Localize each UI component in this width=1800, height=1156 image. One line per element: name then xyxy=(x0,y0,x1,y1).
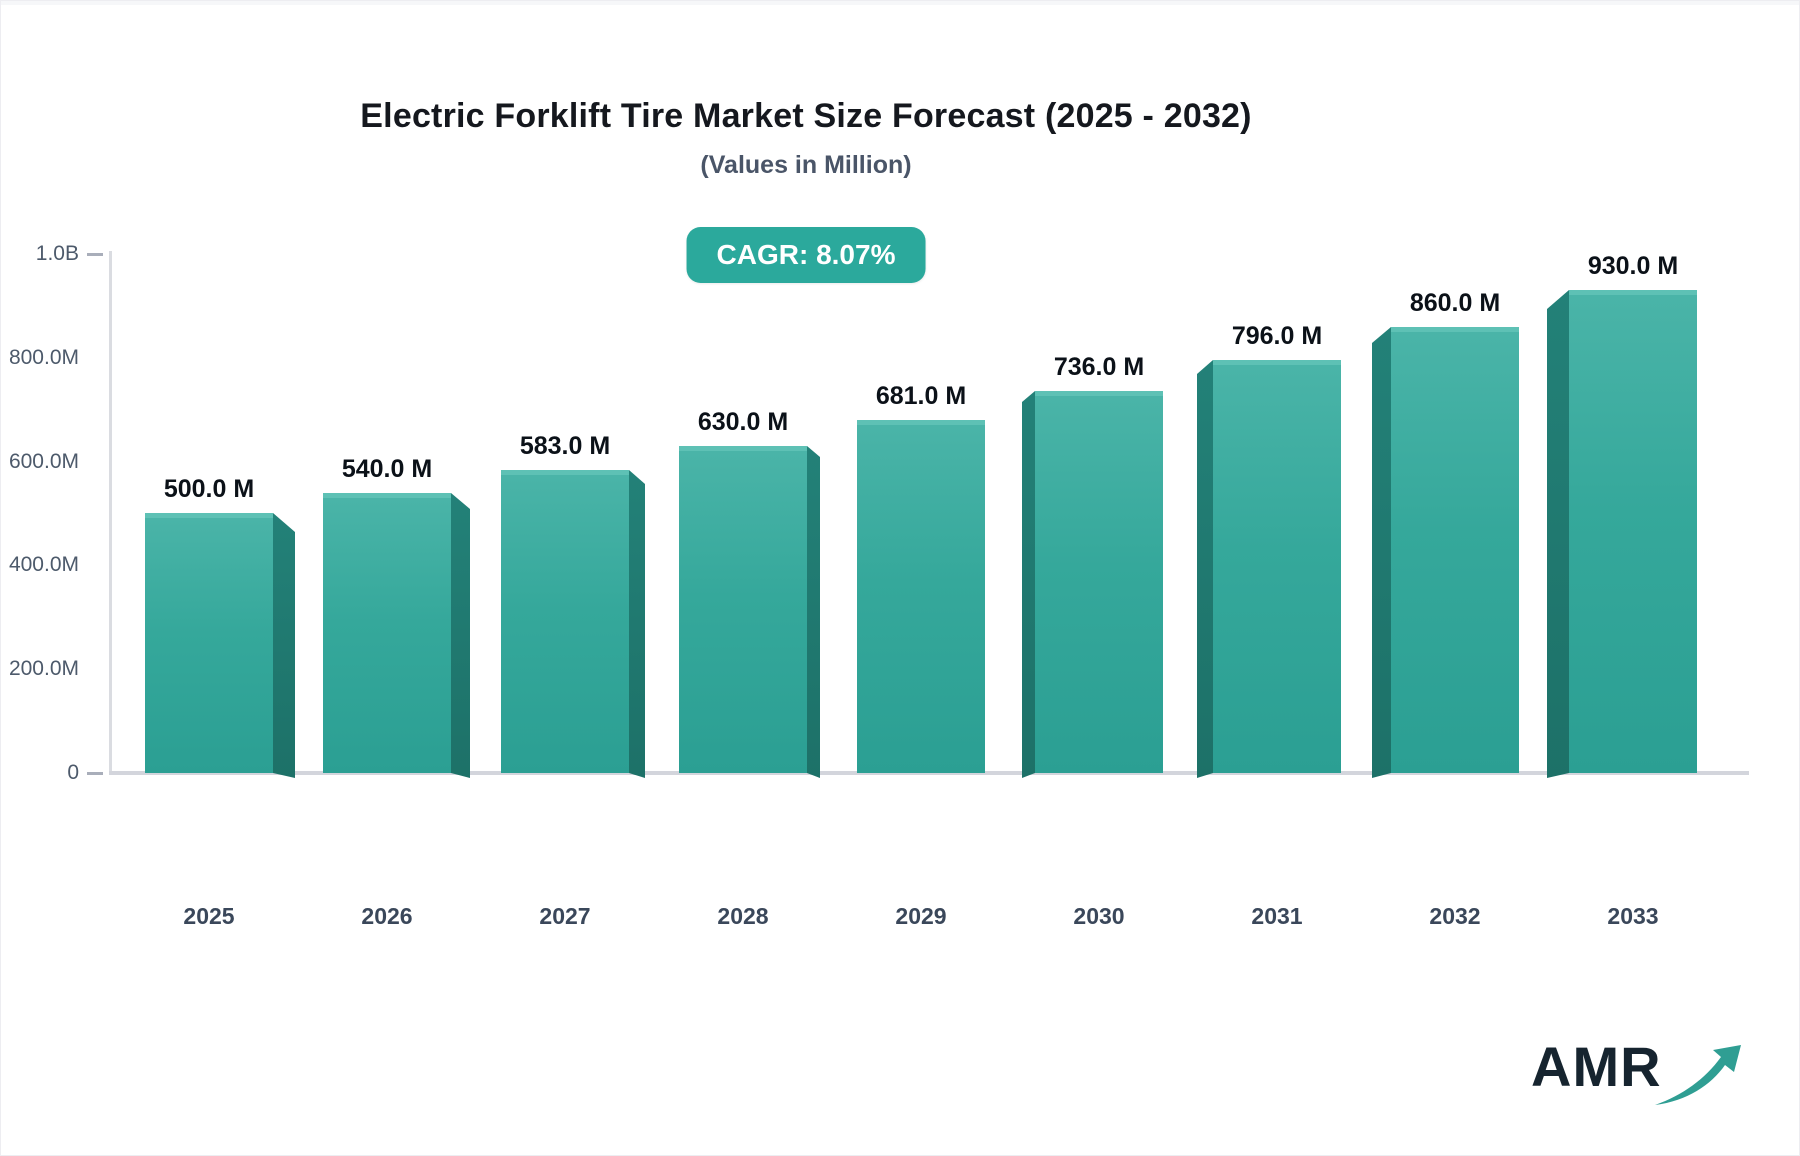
y-axis-tick-label: 0 xyxy=(67,761,79,784)
x-axis-label: 2033 xyxy=(1607,903,1659,929)
bar xyxy=(501,470,629,773)
bar-value-label: 796.0 M xyxy=(1231,322,1323,350)
y-axis-tick-label: 1.0B xyxy=(35,242,79,265)
bar-value-label: 736.0 M xyxy=(1053,353,1145,381)
bar xyxy=(679,446,807,773)
top-band xyxy=(1,1,1799,5)
bar-side-face xyxy=(807,446,820,778)
bar-value-label: 583.0 M xyxy=(519,432,611,460)
logo: AMR xyxy=(1531,1031,1751,1121)
x-axis-baseline xyxy=(109,771,1749,775)
bar-value-label: 681.0 M xyxy=(875,382,967,410)
y-axis-tick-label: 600.0M xyxy=(8,449,79,473)
y-axis-tick-label: 400.0M xyxy=(8,553,79,577)
y-axis-tick-mark xyxy=(87,772,103,775)
cagr-badge: CAGR: 8.07% xyxy=(686,227,926,283)
x-axis-label: 2031 xyxy=(1251,903,1303,929)
bar-value-label: 930.0 M xyxy=(1587,252,1679,280)
bar-side-face xyxy=(1022,391,1035,778)
growth-arrow-icon xyxy=(1655,1045,1741,1105)
chart-subtitle: (Values in Million) xyxy=(700,151,912,179)
bar-side-face xyxy=(1197,360,1213,778)
x-axis-label: 2025 xyxy=(183,903,235,929)
bar xyxy=(1391,327,1519,773)
x-axis-label: 2026 xyxy=(361,903,413,929)
chart-title: Electric Forklift Tire Market Size Forec… xyxy=(360,97,1252,135)
bar xyxy=(1213,360,1341,773)
bar xyxy=(857,420,985,773)
y-axis-line xyxy=(109,251,112,775)
bar-side-face xyxy=(1372,327,1391,778)
y-axis-tick-label: 800.0M xyxy=(8,345,79,369)
bar-side-face xyxy=(1547,290,1569,778)
bar-value-label: 630.0 M xyxy=(697,408,789,436)
bar-side-face xyxy=(273,513,295,778)
bar xyxy=(323,493,451,773)
logo-text: AMR xyxy=(1531,1035,1662,1098)
bar-value-label: 860.0 M xyxy=(1409,289,1501,317)
bar xyxy=(1569,290,1697,773)
bar-value-label: 500.0 M xyxy=(163,475,255,503)
y-axis-tick-mark xyxy=(87,253,103,256)
x-axis-label: 2027 xyxy=(539,903,591,929)
bar xyxy=(145,513,273,773)
x-axis-label: 2030 xyxy=(1073,903,1125,929)
y-axis-tick-label: 200.0M xyxy=(8,657,79,681)
bar-side-face xyxy=(451,493,470,778)
bar xyxy=(1035,391,1163,773)
x-axis-label: 2032 xyxy=(1429,903,1481,929)
x-axis-label: 2029 xyxy=(895,903,947,929)
bar-side-face xyxy=(629,470,645,778)
bar-value-label: 540.0 M xyxy=(341,455,433,483)
x-axis-label: 2028 xyxy=(717,903,769,929)
